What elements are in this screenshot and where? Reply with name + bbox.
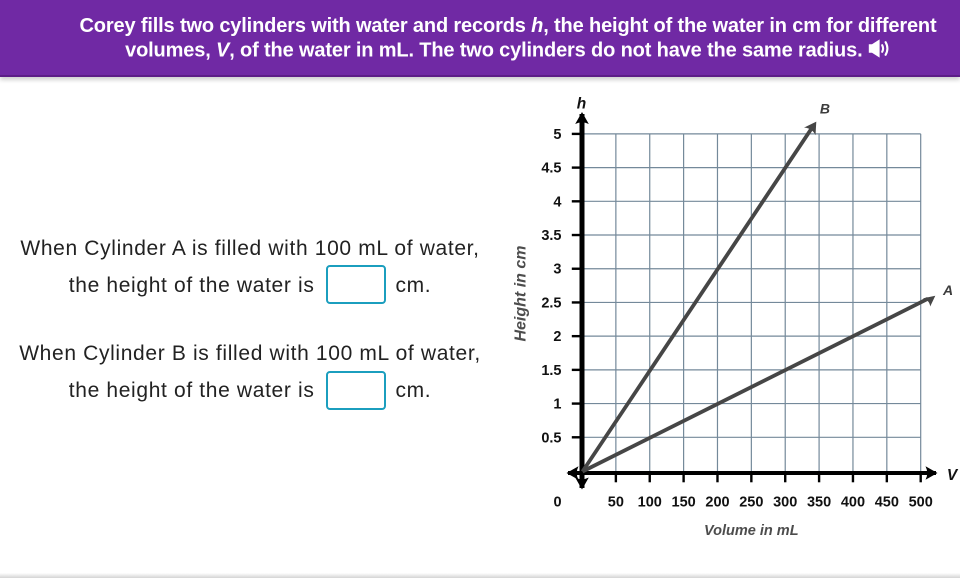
svg-text:1: 1	[553, 397, 561, 413]
svg-text:h: h	[577, 96, 586, 113]
svg-text:V: V	[947, 467, 959, 484]
svg-text:250: 250	[739, 494, 763, 510]
svg-text:Volume in mL: Volume in mL	[704, 523, 799, 539]
svg-text:Height in cm: Height in cm	[513, 245, 530, 341]
svg-text:3: 3	[553, 262, 561, 278]
svg-text:2: 2	[553, 329, 561, 345]
svg-text:200: 200	[705, 494, 729, 510]
svg-text:350: 350	[807, 494, 831, 510]
svg-text:2.5: 2.5	[541, 296, 561, 312]
svg-text:5: 5	[553, 127, 561, 143]
svg-text:50: 50	[608, 494, 624, 510]
svg-text:300: 300	[773, 494, 797, 510]
svg-text:4: 4	[553, 194, 561, 210]
svg-text:4.5: 4.5	[541, 161, 561, 177]
svg-text:150: 150	[672, 494, 696, 510]
svg-text:100: 100	[638, 494, 662, 510]
svg-text:400: 400	[841, 494, 865, 510]
svg-text:0.5: 0.5	[541, 430, 561, 446]
svg-text:1.5: 1.5	[541, 363, 561, 379]
svg-text:500: 500	[909, 494, 933, 510]
svg-text:B: B	[820, 100, 830, 116]
svg-text:A: A	[942, 282, 953, 298]
svg-text:0: 0	[553, 494, 561, 510]
svg-text:3.5: 3.5	[541, 228, 561, 244]
svg-text:450: 450	[875, 494, 899, 510]
